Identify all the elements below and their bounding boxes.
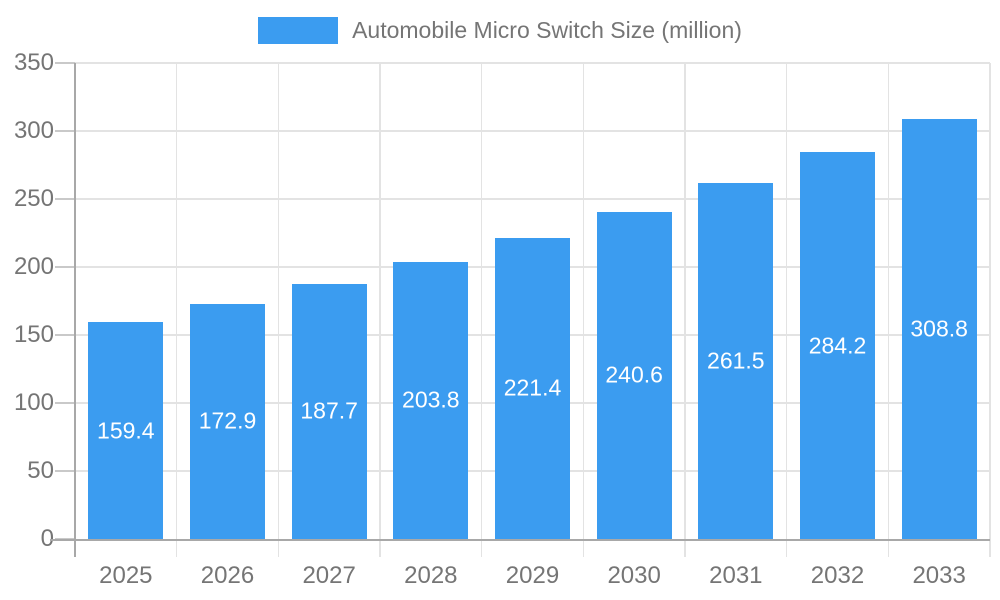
bar-value-label: 240.6 [605,361,663,388]
bar[interactable]: 159.4 [88,322,164,539]
x-axis-tick-label: 2033 [912,562,966,589]
y-axis-tick-label: 50 [27,457,54,484]
y-axis-tick-label: 350 [13,49,54,76]
bar-value-label: 172.9 [198,407,257,434]
x-gridline [684,63,686,557]
bar[interactable]: 221.4 [495,237,570,539]
x-axis-tick-label: 2029 [505,562,560,589]
bar-value-label: 203.8 [402,386,460,413]
x-gridline [277,63,280,557]
x-gridline [480,63,483,557]
y-axis-tick [55,62,75,64]
y-gridline [75,130,990,132]
x-axis-tick-label: 2032 [810,562,865,589]
x-gridline [785,63,788,557]
bar[interactable]: 308.8 [901,119,977,539]
bar[interactable]: 172.9 [190,303,265,539]
y-axis-tick-label: 0 [40,525,54,552]
x-axis-tick-label: 2025 [99,562,153,589]
y-axis-tick [55,130,75,132]
y-axis-tick-label: 250 [13,185,54,212]
bar-value-label: 261.5 [707,347,765,374]
bar[interactable]: 284.2 [800,152,875,539]
y-axis-tick [55,266,75,268]
bar-value-label: 187.7 [300,397,358,424]
x-axis-tick-label: 2030 [607,562,661,589]
y-axis-tick [55,470,75,472]
x-gridline [175,63,178,557]
x-axis-tick-label: 2027 [302,562,356,589]
bar-value-label: 308.8 [910,315,968,342]
y-axis-tick-label: 100 [13,389,54,416]
x-axis-tick-label: 2026 [200,562,255,589]
bar[interactable]: 203.8 [393,261,469,539]
y-axis-tick [55,402,75,404]
legend-swatch[interactable] [258,16,339,44]
bar[interactable]: 240.6 [596,211,672,539]
x-axis-tick-label: 2031 [709,562,763,589]
y-axis-tick-label: 200 [13,253,54,280]
bar[interactable]: 187.7 [291,283,367,539]
legend-series-label: Automobile Micro Switch Size (million) [352,16,742,43]
bar-value-label: 221.4 [503,374,562,401]
y-gridline [75,62,990,64]
y-axis-tick [55,334,75,336]
y-gridline [75,198,990,200]
y-axis-line [74,63,76,557]
y-axis-tick-label: 150 [13,321,54,348]
x-gridline [989,63,991,557]
bar[interactable]: 261.5 [698,183,774,539]
x-axis-line [50,538,990,541]
legend[interactable]: Automobile Micro Switch Size (million) [0,15,1000,45]
bar-value-label: 159.4 [97,417,155,444]
y-axis-tick [55,198,75,200]
y-axis-tick-label: 300 [13,117,54,144]
x-axis-tick-label: 2028 [404,562,458,589]
x-gridline [582,63,585,557]
x-gridline [887,63,890,557]
bar-value-label: 284.2 [808,332,867,359]
x-gridline [379,63,381,557]
